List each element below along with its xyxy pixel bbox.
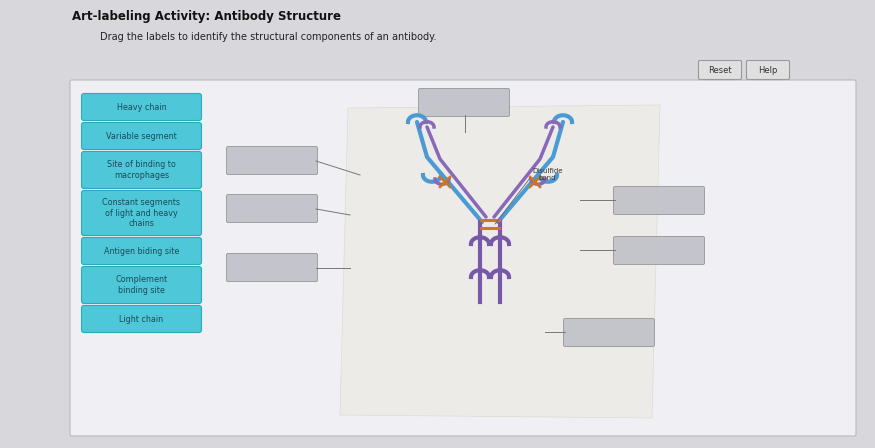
FancyBboxPatch shape xyxy=(613,186,704,215)
FancyBboxPatch shape xyxy=(227,194,318,223)
Polygon shape xyxy=(340,105,660,418)
FancyBboxPatch shape xyxy=(70,80,856,436)
Text: Site of binding to
macrophages: Site of binding to macrophages xyxy=(107,160,176,180)
Text: Light chain: Light chain xyxy=(119,314,164,323)
FancyBboxPatch shape xyxy=(613,237,704,264)
Text: Drag the labels to identify the structural components of an antibody.: Drag the labels to identify the structur… xyxy=(100,32,437,42)
FancyBboxPatch shape xyxy=(81,267,201,303)
FancyBboxPatch shape xyxy=(564,319,654,346)
Text: Disulfide
bond: Disulfide bond xyxy=(532,168,563,181)
FancyBboxPatch shape xyxy=(746,60,789,79)
FancyBboxPatch shape xyxy=(81,94,201,121)
Text: Antigen biding site: Antigen biding site xyxy=(104,246,179,255)
Text: Reset: Reset xyxy=(708,65,731,74)
Text: Heavy chain: Heavy chain xyxy=(116,103,166,112)
FancyBboxPatch shape xyxy=(81,122,201,150)
FancyBboxPatch shape xyxy=(698,60,741,79)
FancyBboxPatch shape xyxy=(81,306,201,332)
FancyBboxPatch shape xyxy=(227,146,318,175)
Text: Help: Help xyxy=(759,65,778,74)
FancyBboxPatch shape xyxy=(418,89,509,116)
Text: Variable segment: Variable segment xyxy=(106,132,177,141)
Text: Complement
binding site: Complement binding site xyxy=(116,276,168,295)
Text: Constant segments
of light and heavy
chains: Constant segments of light and heavy cha… xyxy=(102,198,180,228)
FancyBboxPatch shape xyxy=(81,190,201,236)
FancyBboxPatch shape xyxy=(81,237,201,264)
Text: Art-labeling Activity: Antibody Structure: Art-labeling Activity: Antibody Structur… xyxy=(72,10,341,23)
FancyBboxPatch shape xyxy=(81,151,201,189)
FancyBboxPatch shape xyxy=(227,254,318,281)
